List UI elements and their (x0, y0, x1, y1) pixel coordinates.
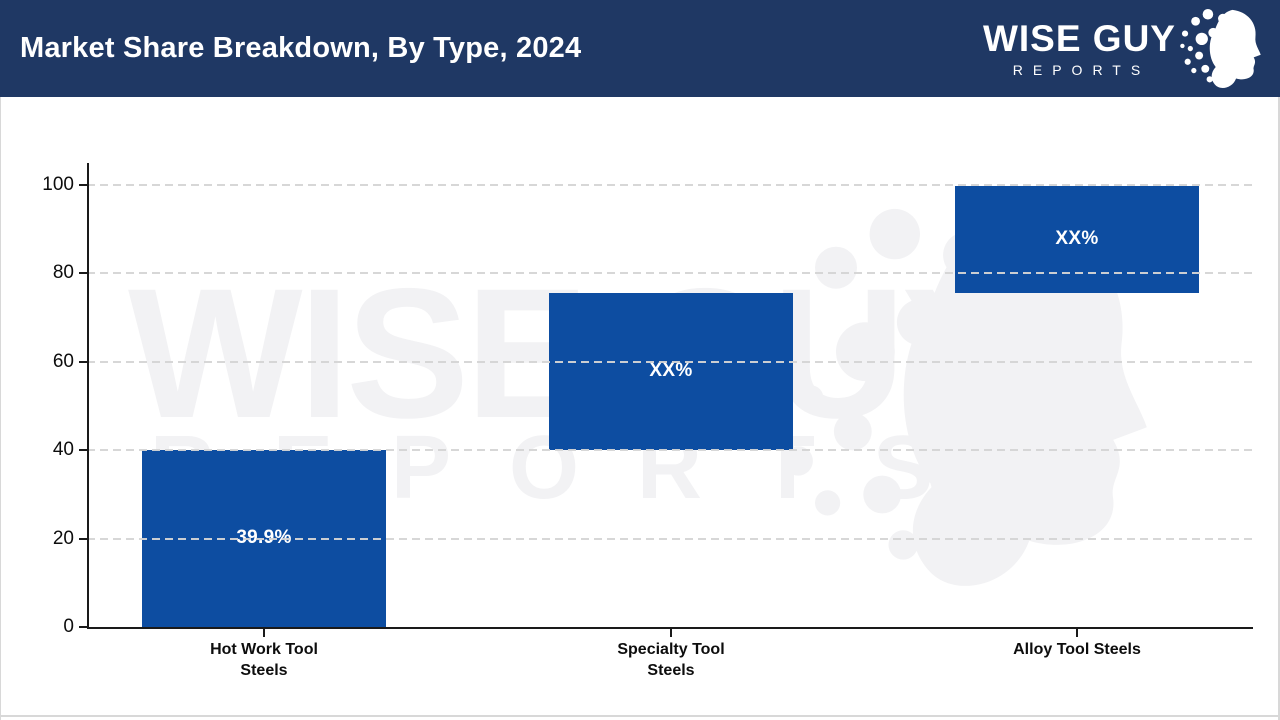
wiseguy-face-watermark-icon (762, 208, 1147, 586)
page-border-right (1278, 0, 1280, 720)
y-tick-mark-100 (79, 184, 87, 186)
bar-3: XX% (955, 186, 1199, 294)
x-category-label-2: Specialty Tool Steels (617, 641, 725, 679)
gridline-80 (87, 272, 1253, 275)
wiseguy-face-icon (1180, 8, 1261, 88)
bar-value-label-3: XX% (1055, 227, 1099, 249)
page-border-bottom (0, 715, 1280, 717)
y-tick-label-0: 0 (63, 616, 74, 637)
x-tick-mark-1 (263, 629, 265, 637)
x-axis-spine (87, 627, 1253, 629)
x-category-label-3: Alloy Tool Steels (1013, 641, 1141, 658)
gridline-20 (87, 537, 1253, 540)
x-category-label-1: Hot Work Tool Steels (210, 641, 318, 679)
y-tick-label-60: 60 (52, 350, 74, 372)
bar-value-label-2: XX% (649, 359, 693, 381)
header-banner: Market Share Breakdown, By Type, 2024 WI… (0, 0, 1280, 97)
logo-reports-label: REPORTS (1012, 62, 1151, 78)
y-tick-mark-80 (79, 272, 87, 275)
bar-2: XX% (549, 293, 793, 451)
gridline-60 (87, 360, 1253, 363)
x-tick-mark-3 (1076, 629, 1078, 637)
bar-value-label-1: 39.9% (236, 526, 292, 548)
y-tick-label-80: 80 (52, 262, 74, 284)
gridline-100 (87, 184, 1253, 186)
chart-title: Market Share Breakdown, By Type, 2024 (20, 32, 582, 64)
y-tick-label-20: 20 (52, 527, 74, 549)
y-tick-mark-20 (79, 537, 87, 540)
x-tick-mark-2 (670, 629, 672, 637)
y-tick-label-40: 40 (52, 439, 74, 461)
page-border-left (0, 0, 1, 720)
wiseguy-logo-text: WISE GUY REPORTS (983, 20, 1176, 77)
logo-wiseguy-label: WISE GUY (982, 18, 1176, 59)
y-tick-label-100: 100 (42, 174, 74, 195)
y-tick-mark-40 (79, 449, 87, 452)
y-tick-mark-60 (79, 360, 87, 363)
y-tick-mark-0 (79, 626, 87, 628)
wiseguy-logo: WISE GUY REPORTS (983, 7, 1266, 91)
gridline-40 (87, 449, 1253, 452)
y-axis-spine (87, 163, 89, 629)
